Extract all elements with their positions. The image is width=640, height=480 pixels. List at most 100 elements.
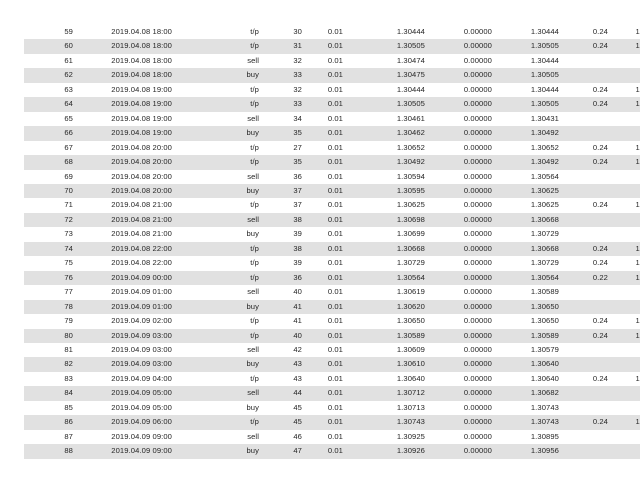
take-profit: 1.30956: [497, 444, 564, 459]
stop-loss: 0.00000: [430, 241, 497, 257]
trade-size: 0.01: [307, 270, 348, 286]
stop-loss: 0.00000: [430, 111, 497, 127]
trade-time: 2019.04.08 20:00: [78, 183, 177, 199]
stop-loss: 0.00000: [430, 82, 497, 98]
account-balance: 10006.94: [613, 39, 640, 54]
order-id: 46: [264, 429, 307, 445]
trade-profit: [564, 357, 613, 372]
trade-time: 2019.04.09 03:00: [78, 357, 177, 372]
table-row: 88 2019.04.09 09:00 buy 47 0.01 1.30926 0.0000…: [24, 444, 640, 459]
trade-price: 1.30668: [348, 241, 430, 257]
stop-loss: 0.00000: [430, 25, 497, 40]
trade-type: t/p: [177, 97, 264, 112]
trade-time: 2019.04.09 01:00: [78, 299, 177, 315]
row-number: 63: [24, 82, 78, 98]
trade-time: 2019.04.09 05:00: [78, 400, 177, 416]
trade-profit: [564, 342, 613, 358]
trade-time: 2019.04.08 19:00: [78, 82, 177, 98]
trade-price: 1.30505: [348, 39, 430, 54]
account-balance: 10008.14: [613, 198, 640, 213]
account-balance: [613, 342, 640, 358]
table-row: 64 2019.04.08 19:00 t/p 33 0.01 1.30505 0.0000…: [24, 97, 640, 112]
table-row: 70 2019.04.08 20:00 buy 37 0.01 1.30595 0.0000…: [24, 183, 640, 199]
trade-type: t/p: [177, 140, 264, 156]
take-profit: 1.30650: [497, 299, 564, 315]
take-profit: 1.30640: [497, 371, 564, 387]
table-row: 79 2019.04.09 02:00 t/p 41 0.01 1.30650 0.0000…: [24, 314, 640, 329]
trade-time: 2019.04.08 18:00: [78, 39, 177, 54]
order-id: 39: [264, 227, 307, 242]
trade-profit: [564, 386, 613, 401]
trade-size: 0.01: [307, 241, 348, 257]
trade-price: 1.30505: [348, 97, 430, 112]
take-profit: 1.30895: [497, 429, 564, 445]
row-number: 66: [24, 126, 78, 141]
take-profit: 1.30444: [497, 53, 564, 69]
trade-price: 1.30620: [348, 299, 430, 315]
trade-type: t/p: [177, 328, 264, 343]
trade-size: 0.01: [307, 386, 348, 401]
table-row: 60 2019.04.08 18:00 t/p 31 0.01 1.30505 0.0000…: [24, 39, 640, 54]
take-profit: 1.30564: [497, 270, 564, 286]
account-balance: [613, 53, 640, 69]
trade-profit: [564, 444, 613, 459]
trade-price: 1.30564: [348, 270, 430, 286]
trade-size: 0.01: [307, 97, 348, 112]
trade-type: sell: [177, 386, 264, 401]
trade-type: t/p: [177, 241, 264, 257]
account-balance: 10007.18: [613, 82, 640, 98]
trade-price: 1.30462: [348, 126, 430, 141]
stop-loss: 0.00000: [430, 140, 497, 156]
table-row: 77 2019.04.09 01:00 sell 40 0.01 1.30619 0.000…: [24, 285, 640, 300]
table-row: 80 2019.04.09 03:00 t/p 40 0.01 1.30589 0.0000…: [24, 328, 640, 343]
take-profit: 1.30505: [497, 39, 564, 54]
trade-time: 2019.04.09 05:00: [78, 386, 177, 401]
trade-time: 2019.04.08 21:00: [78, 227, 177, 242]
trade-type: buy: [177, 68, 264, 83]
table-row: 62 2019.04.08 18:00 buy 33 0.01 1.30475 0.0000…: [24, 68, 640, 83]
trade-profit: 0.22: [564, 270, 613, 286]
take-profit: 1.30743: [497, 400, 564, 416]
trade-time: 2019.04.08 18:00: [78, 53, 177, 69]
order-id: 43: [264, 371, 307, 387]
take-profit: 1.30431: [497, 111, 564, 127]
trade-size: 0.01: [307, 314, 348, 329]
trade-profit: [564, 429, 613, 445]
account-balance: [613, 227, 640, 242]
trade-size: 0.01: [307, 256, 348, 271]
table-row: 69 2019.04.08 20:00 sell 36 0.01 1.30594 0.000…: [24, 169, 640, 184]
trade-type: buy: [177, 227, 264, 242]
table-row: 86 2019.04.09 06:00 t/p 45 0.01 1.30743 0.0000…: [24, 415, 640, 430]
table-row: 75 2019.04.08 22:00 t/p 39 0.01 1.30729 0.0000…: [24, 256, 640, 271]
stop-loss: 0.00000: [430, 444, 497, 459]
stop-loss: 0.00000: [430, 415, 497, 430]
order-id: 45: [264, 415, 307, 430]
stop-loss: 0.00000: [430, 155, 497, 170]
take-profit: 1.30743: [497, 415, 564, 430]
trade-size: 0.01: [307, 371, 348, 387]
table-row: 81 2019.04.09 03:00 sell 42 0.01 1.30609 0.000…: [24, 342, 640, 358]
stop-loss: 0.00000: [430, 256, 497, 271]
trade-report-body: 59 2019.04.08 18:00 t/p 30 0.01 1.30444 0.0000…: [24, 25, 640, 459]
order-id: 45: [264, 400, 307, 416]
table-row: 74 2019.04.08 22:00 t/p 38 0.01 1.30668 0.0000…: [24, 241, 640, 257]
order-id: 37: [264, 183, 307, 199]
trade-profit: 0.24: [564, 39, 613, 54]
row-number: 59: [24, 25, 78, 40]
account-balance: [613, 400, 640, 416]
stop-loss: 0.00000: [430, 328, 497, 343]
take-profit: 1.30444: [497, 82, 564, 98]
row-number: 86: [24, 415, 78, 430]
order-id: 34: [264, 111, 307, 127]
trade-time: 2019.04.08 22:00: [78, 256, 177, 271]
trade-type: t/p: [177, 82, 264, 98]
trade-time: 2019.04.09 00:00: [78, 270, 177, 286]
order-id: 41: [264, 314, 307, 329]
trade-price: 1.30594: [348, 169, 430, 184]
trade-time: 2019.04.08 19:00: [78, 111, 177, 127]
trade-size: 0.01: [307, 82, 348, 98]
trade-price: 1.30699: [348, 227, 430, 242]
trade-type: buy: [177, 400, 264, 416]
order-id: 38: [264, 241, 307, 257]
row-number: 61: [24, 53, 78, 69]
